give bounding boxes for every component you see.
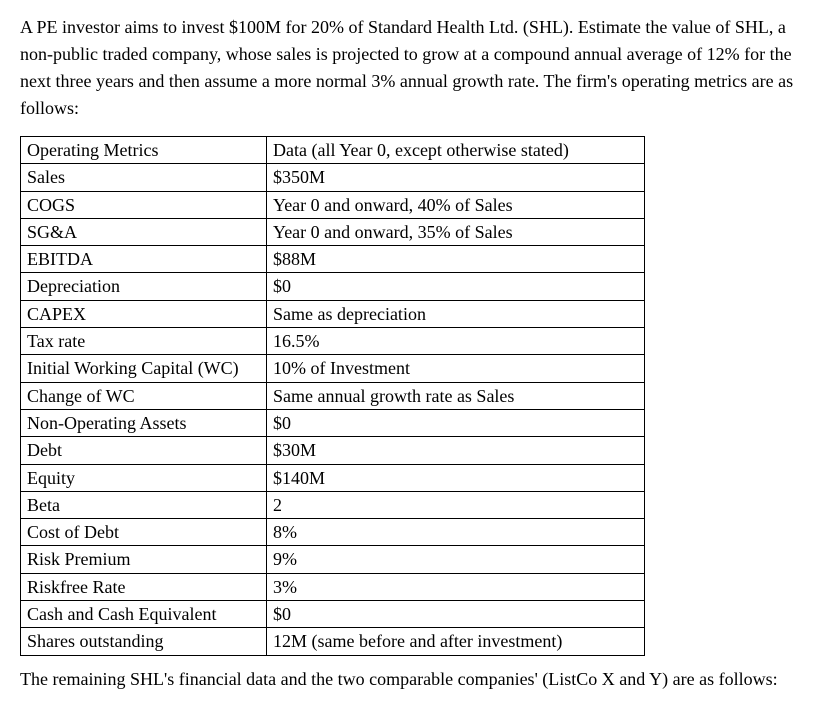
table-row: Initial Working Capital (WC) 10% of Inve… [21,355,645,382]
table-row: Equity $140M [21,464,645,491]
metric-label: Cost of Debt [21,519,267,546]
table-header-row: Operating Metrics Data (all Year 0, exce… [21,137,645,164]
operating-metrics-table: Operating Metrics Data (all Year 0, exce… [20,136,645,656]
metric-label: Shares outstanding [21,628,267,655]
metric-value: $0 [267,601,645,628]
table-row: Depreciation $0 [21,273,645,300]
metric-value: 16.5% [267,328,645,355]
column-header-data: Data (all Year 0, except otherwise state… [267,137,645,164]
table-row: Beta 2 [21,491,645,518]
table-row: Change of WC Same annual growth rate as … [21,382,645,409]
metric-label: Cash and Cash Equivalent [21,601,267,628]
table-row: Debt $30M [21,437,645,464]
metric-value: $30M [267,437,645,464]
metric-value: 12M (same before and after investment) [267,628,645,655]
metric-label: Risk Premium [21,546,267,573]
intro-paragraph: A PE investor aims to invest $100M for 2… [20,14,805,122]
metric-label: Change of WC [21,382,267,409]
table-row: Riskfree Rate 3% [21,573,645,600]
metric-value: 10% of Investment [267,355,645,382]
footer-paragraph: The remaining SHL's financial data and t… [20,666,805,693]
metric-label: Debt [21,437,267,464]
metric-value: 2 [267,491,645,518]
metric-label: Tax rate [21,328,267,355]
metric-value: $88M [267,246,645,273]
table-row: Tax rate 16.5% [21,328,645,355]
table-row: EBITDA $88M [21,246,645,273]
table-row: SG&A Year 0 and onward, 35% of Sales [21,218,645,245]
metric-label: CAPEX [21,300,267,327]
metric-label: Equity [21,464,267,491]
metric-label: Riskfree Rate [21,573,267,600]
table-row: Cash and Cash Equivalent $0 [21,601,645,628]
metric-value: $140M [267,464,645,491]
column-header-metrics: Operating Metrics [21,137,267,164]
metric-value: $350M [267,164,645,191]
metric-value: Year 0 and onward, 35% of Sales [267,218,645,245]
metric-value: 8% [267,519,645,546]
metric-value: Same as depreciation [267,300,645,327]
metric-value: $0 [267,273,645,300]
metric-label: Non-Operating Assets [21,409,267,436]
metric-label: Sales [21,164,267,191]
table-row: COGS Year 0 and onward, 40% of Sales [21,191,645,218]
table-row: Shares outstanding 12M (same before and … [21,628,645,655]
metric-value: Year 0 and onward, 40% of Sales [267,191,645,218]
metric-label: Initial Working Capital (WC) [21,355,267,382]
metric-label: EBITDA [21,246,267,273]
table-row: Risk Premium 9% [21,546,645,573]
metric-value: $0 [267,409,645,436]
metric-label: COGS [21,191,267,218]
table-row: Cost of Debt 8% [21,519,645,546]
table-row: Sales $350M [21,164,645,191]
metric-value: Same annual growth rate as Sales [267,382,645,409]
metric-value: 3% [267,573,645,600]
metric-label: Beta [21,491,267,518]
table-row: CAPEX Same as depreciation [21,300,645,327]
metric-label: SG&A [21,218,267,245]
metric-value: 9% [267,546,645,573]
table-row: Non-Operating Assets $0 [21,409,645,436]
metric-label: Depreciation [21,273,267,300]
